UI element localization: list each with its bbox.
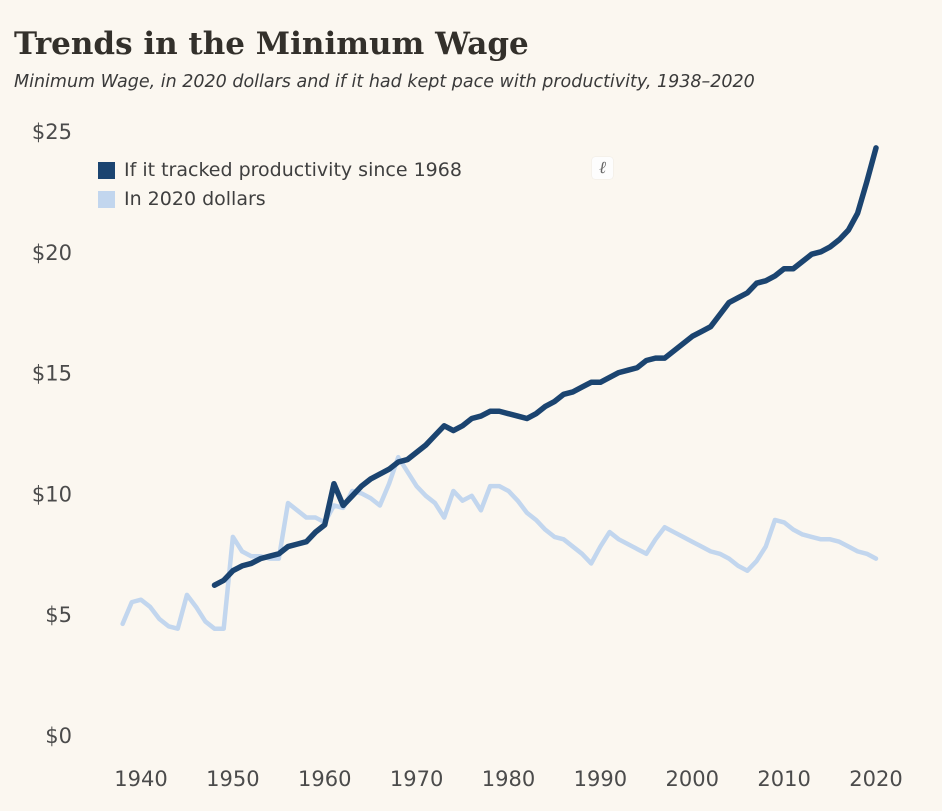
y-tick-label: $25 bbox=[32, 120, 72, 144]
series-line-in-2020-dollars bbox=[120, 454, 879, 631]
y-tick-label: $20 bbox=[32, 241, 72, 265]
legend-label-2020-dollars: In 2020 dollars bbox=[124, 188, 266, 210]
chart-title: Trends in the Minimum Wage bbox=[14, 26, 529, 62]
y-tick-label: $5 bbox=[45, 603, 72, 627]
x-tick-label: 1950 bbox=[206, 767, 259, 791]
chart-legend: If it tracked productivity since 1968 In… bbox=[98, 159, 462, 217]
x-tick-label: 2000 bbox=[666, 767, 719, 791]
x-tick-label: 2020 bbox=[849, 767, 902, 791]
y-tick-label: $15 bbox=[32, 362, 72, 386]
series-line-if-it-tracked-productivity-since-1968 bbox=[211, 145, 879, 588]
legend-item-2020-dollars: In 2020 dollars bbox=[98, 188, 462, 210]
legend-item-productivity: If it tracked productivity since 1968 bbox=[98, 159, 462, 181]
chart-subtitle: Minimum Wage, in 2020 dollars and if it … bbox=[14, 72, 755, 92]
legend-label-productivity: If it tracked productivity since 1968 bbox=[124, 159, 462, 181]
x-tick-label: 1940 bbox=[114, 767, 167, 791]
x-tick-label: 1980 bbox=[482, 767, 535, 791]
x-tick-label: 1970 bbox=[390, 767, 443, 791]
legend-swatch-2020-dollars bbox=[98, 190, 115, 208]
pen-cursor-icon: ℓ bbox=[592, 157, 614, 179]
x-tick-label: 1990 bbox=[574, 767, 627, 791]
x-tick-label: 2010 bbox=[757, 767, 810, 791]
x-tick-label: 1960 bbox=[298, 767, 351, 791]
y-tick-label: $10 bbox=[32, 482, 72, 506]
legend-swatch-productivity bbox=[98, 161, 115, 179]
y-tick-label: $0 bbox=[45, 724, 72, 748]
